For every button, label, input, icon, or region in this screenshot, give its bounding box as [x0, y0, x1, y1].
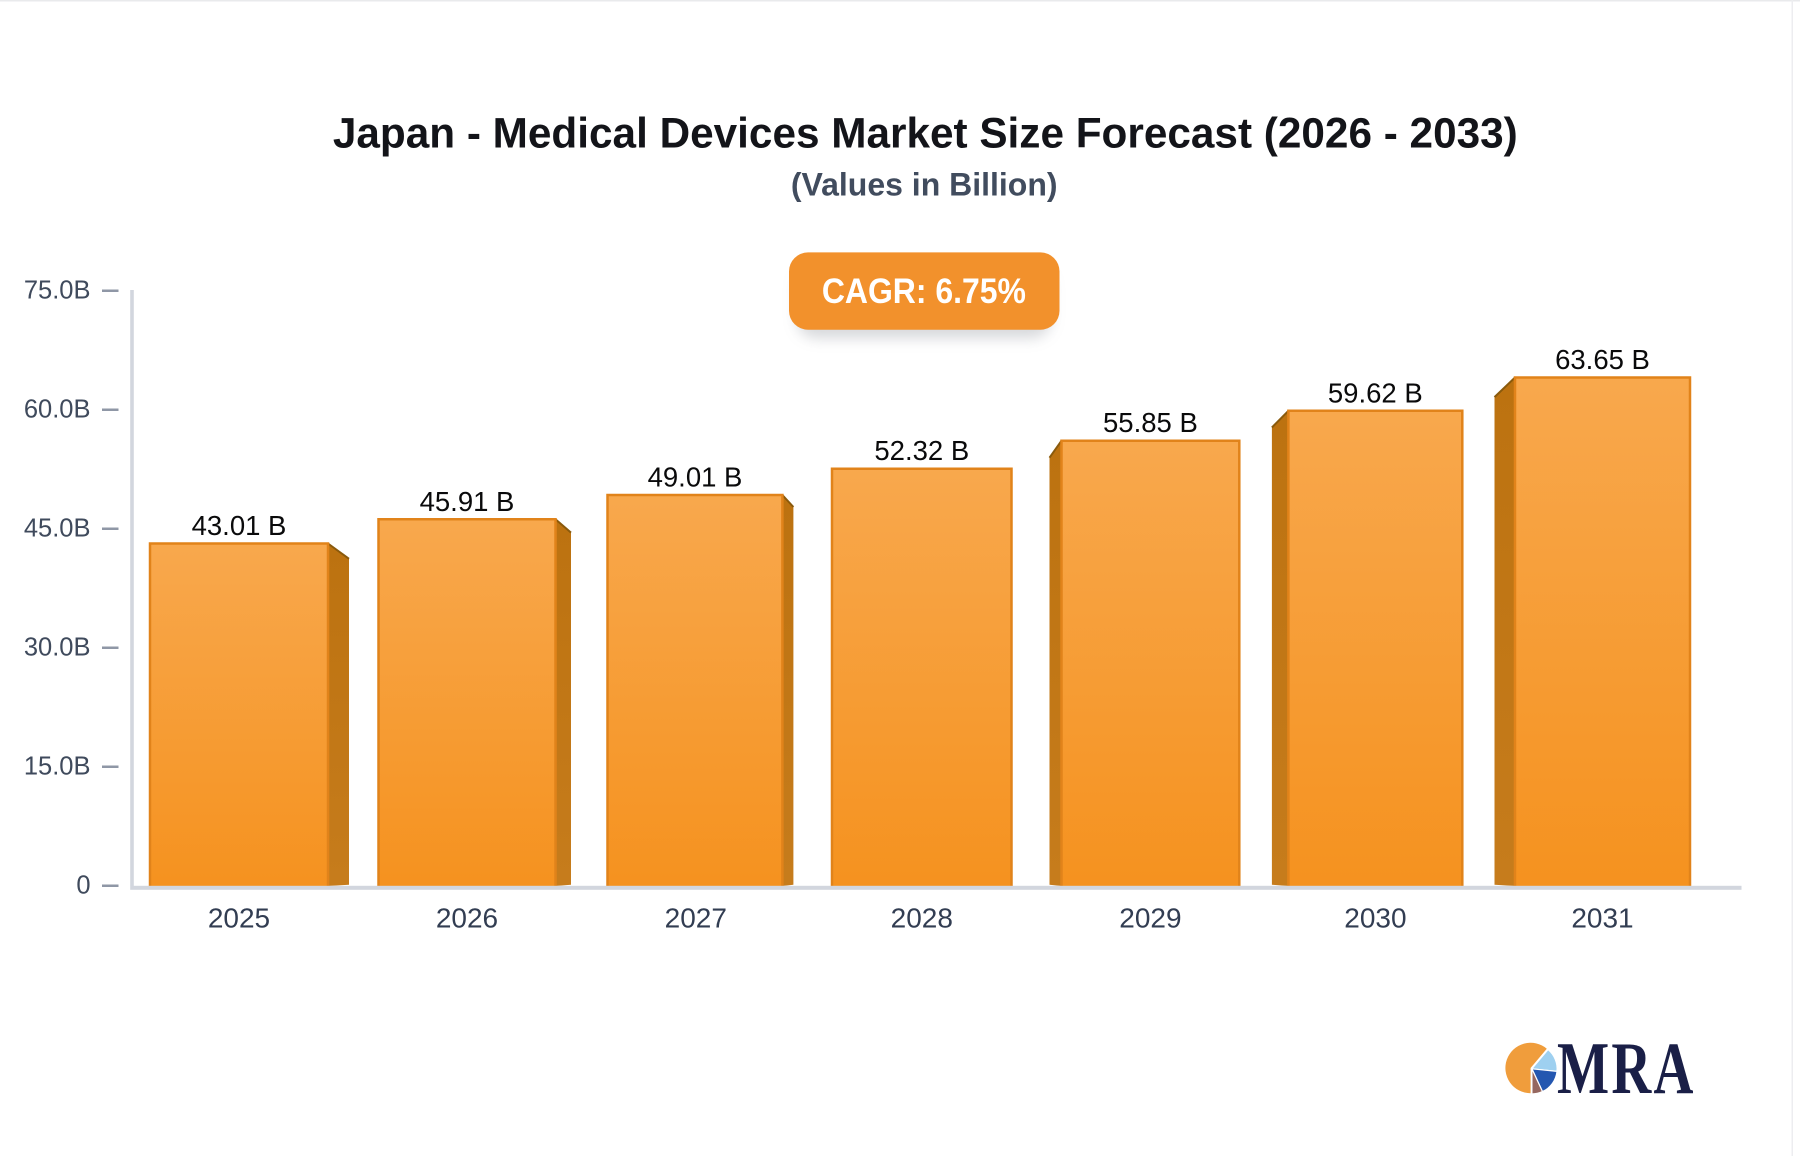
svg-text:2029: 2029: [1119, 903, 1181, 934]
svg-text:75.0B: 75.0B: [24, 276, 91, 304]
svg-text:CAGR: 6.75%: CAGR: 6.75%: [822, 272, 1026, 312]
svg-text:2030: 2030: [1344, 903, 1406, 934]
svg-text:55.85 B: 55.85 B: [1103, 407, 1198, 438]
svg-text:(Values in Billion): (Values in Billion): [791, 166, 1058, 202]
svg-text:Japan - Medical Devices Market: Japan - Medical Devices Market Size Fore…: [333, 109, 1518, 156]
svg-text:2031: 2031: [1571, 903, 1633, 934]
svg-text:2028: 2028: [891, 903, 953, 934]
svg-text:0: 0: [76, 871, 90, 899]
svg-text:2026: 2026: [436, 903, 498, 934]
svg-text:15.0B: 15.0B: [24, 752, 91, 780]
svg-text:2025: 2025: [208, 903, 270, 934]
svg-text:60.0B: 60.0B: [24, 395, 91, 423]
svg-text:63.65 B: 63.65 B: [1555, 344, 1650, 375]
svg-text:30.0B: 30.0B: [24, 633, 91, 661]
svg-text:MRA: MRA: [1557, 1028, 1696, 1110]
svg-text:59.62 B: 59.62 B: [1328, 377, 1423, 408]
svg-text:52.32 B: 52.32 B: [874, 435, 969, 466]
svg-text:49.01 B: 49.01 B: [648, 462, 743, 493]
svg-text:2027: 2027: [665, 903, 727, 934]
svg-text:43.01 B: 43.01 B: [192, 510, 287, 541]
svg-text:45.0B: 45.0B: [24, 514, 91, 542]
svg-text:45.91 B: 45.91 B: [420, 486, 515, 517]
